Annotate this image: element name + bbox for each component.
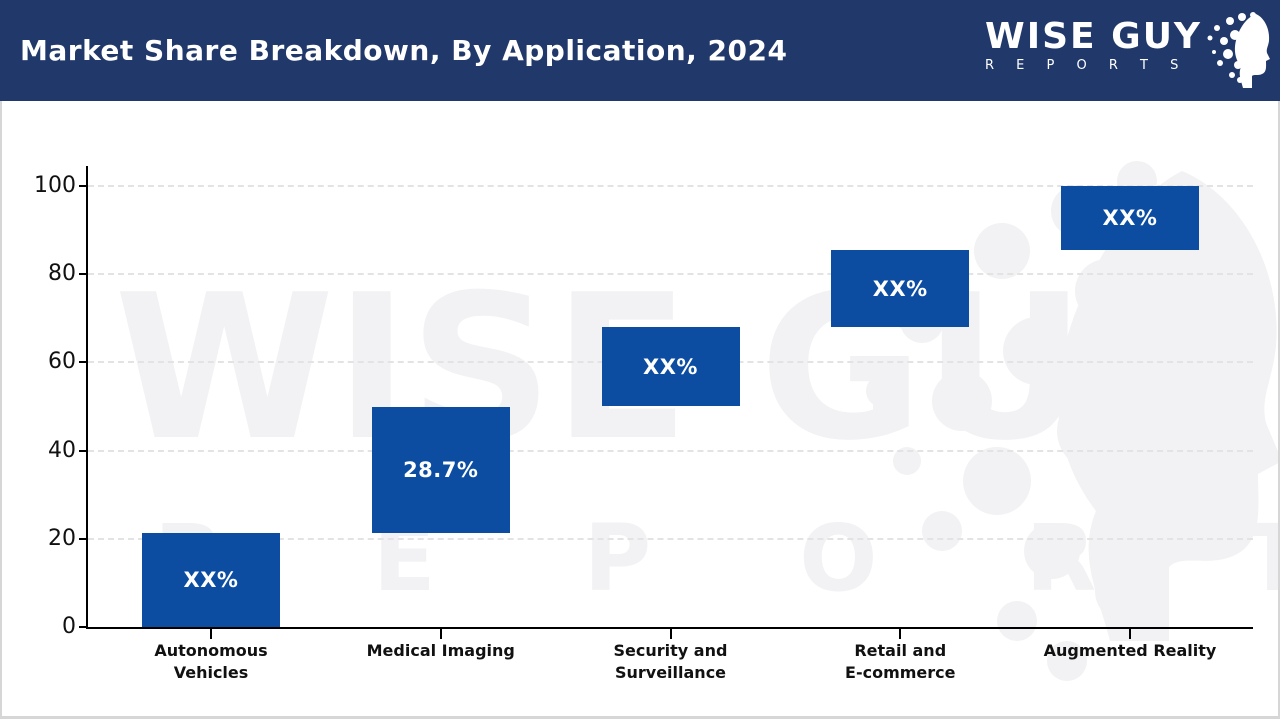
- bar-value-label-1: XX%: [183, 568, 239, 593]
- bar-1: XX%: [142, 533, 280, 627]
- y-tick-mark-20: [79, 537, 87, 540]
- y-tick-label-20: 20: [48, 525, 76, 551]
- brand-logo-subtext: R E P O R T S: [984, 58, 1188, 73]
- x-category-label-3: Security and Surveillance: [613, 641, 728, 682]
- x-tick-mark-1: [210, 629, 212, 639]
- chart-area: 0 20 40 60 80 100 XX% Autonomous Vehicles 28.7% M…: [2, 101, 1278, 716]
- header-bar: Market Share Breakdown, By Application, …: [0, 0, 1280, 101]
- x-category-label-1: Autonomous Vehicles: [154, 641, 268, 682]
- bar-2: 28.7%: [371, 406, 510, 534]
- bar-value-label-3: XX%: [643, 354, 698, 379]
- y-tick-label-60: 60: [48, 349, 76, 375]
- x-tick-mark-3: [669, 629, 672, 639]
- brand-logo: WISE GUY R E P O R T S: [985, 18, 1202, 74]
- bar-value-label-4: XX%: [872, 276, 928, 301]
- brand-head-icon: [1207, 12, 1270, 88]
- page-title: Market Share Breakdown, By Application, …: [20, 34, 788, 67]
- y-tick-mark-60: [79, 361, 87, 364]
- bar-value-label-5: XX%: [1102, 205, 1158, 230]
- gridline-20: [88, 537, 1253, 540]
- y-tick-label-0: 0: [62, 614, 76, 639]
- x-category-label-2: Medical Imaging: [366, 641, 515, 660]
- y-axis-line: [86, 166, 88, 629]
- bar-value-label-2: 28.7%: [403, 457, 479, 482]
- gridline-100: [88, 185, 1253, 187]
- y-tick-label-40: 40: [48, 437, 76, 463]
- gridline-40: [88, 449, 1253, 452]
- y-tick-label-80: 80: [48, 261, 76, 287]
- x-tick-mark-2: [439, 629, 442, 639]
- bar-3: XX%: [601, 327, 740, 407]
- x-category-label-5: Augmented Reality: [1043, 641, 1217, 660]
- x-tick-mark-5: [1129, 629, 1131, 639]
- gridline-80: [88, 273, 1253, 276]
- y-tick-label-100: 100: [34, 173, 76, 198]
- brand-logo-text: WISE GUY: [984, 16, 1202, 57]
- y-tick-mark-0: [79, 626, 87, 628]
- bar-4: XX%: [831, 249, 970, 328]
- y-tick-mark-80: [79, 273, 87, 276]
- y-tick-mark-100: [79, 185, 87, 187]
- bar-5: XX%: [1061, 186, 1199, 250]
- chart-panel: WISE GUY R E P O R T S 020406080100XX%Au…: [0, 101, 1280, 719]
- x-category-label-4: Retail and E-commerce: [845, 641, 956, 682]
- x-tick-mark-4: [899, 629, 902, 639]
- y-tick-mark-40: [79, 449, 87, 452]
- x-axis-line: [86, 627, 1253, 629]
